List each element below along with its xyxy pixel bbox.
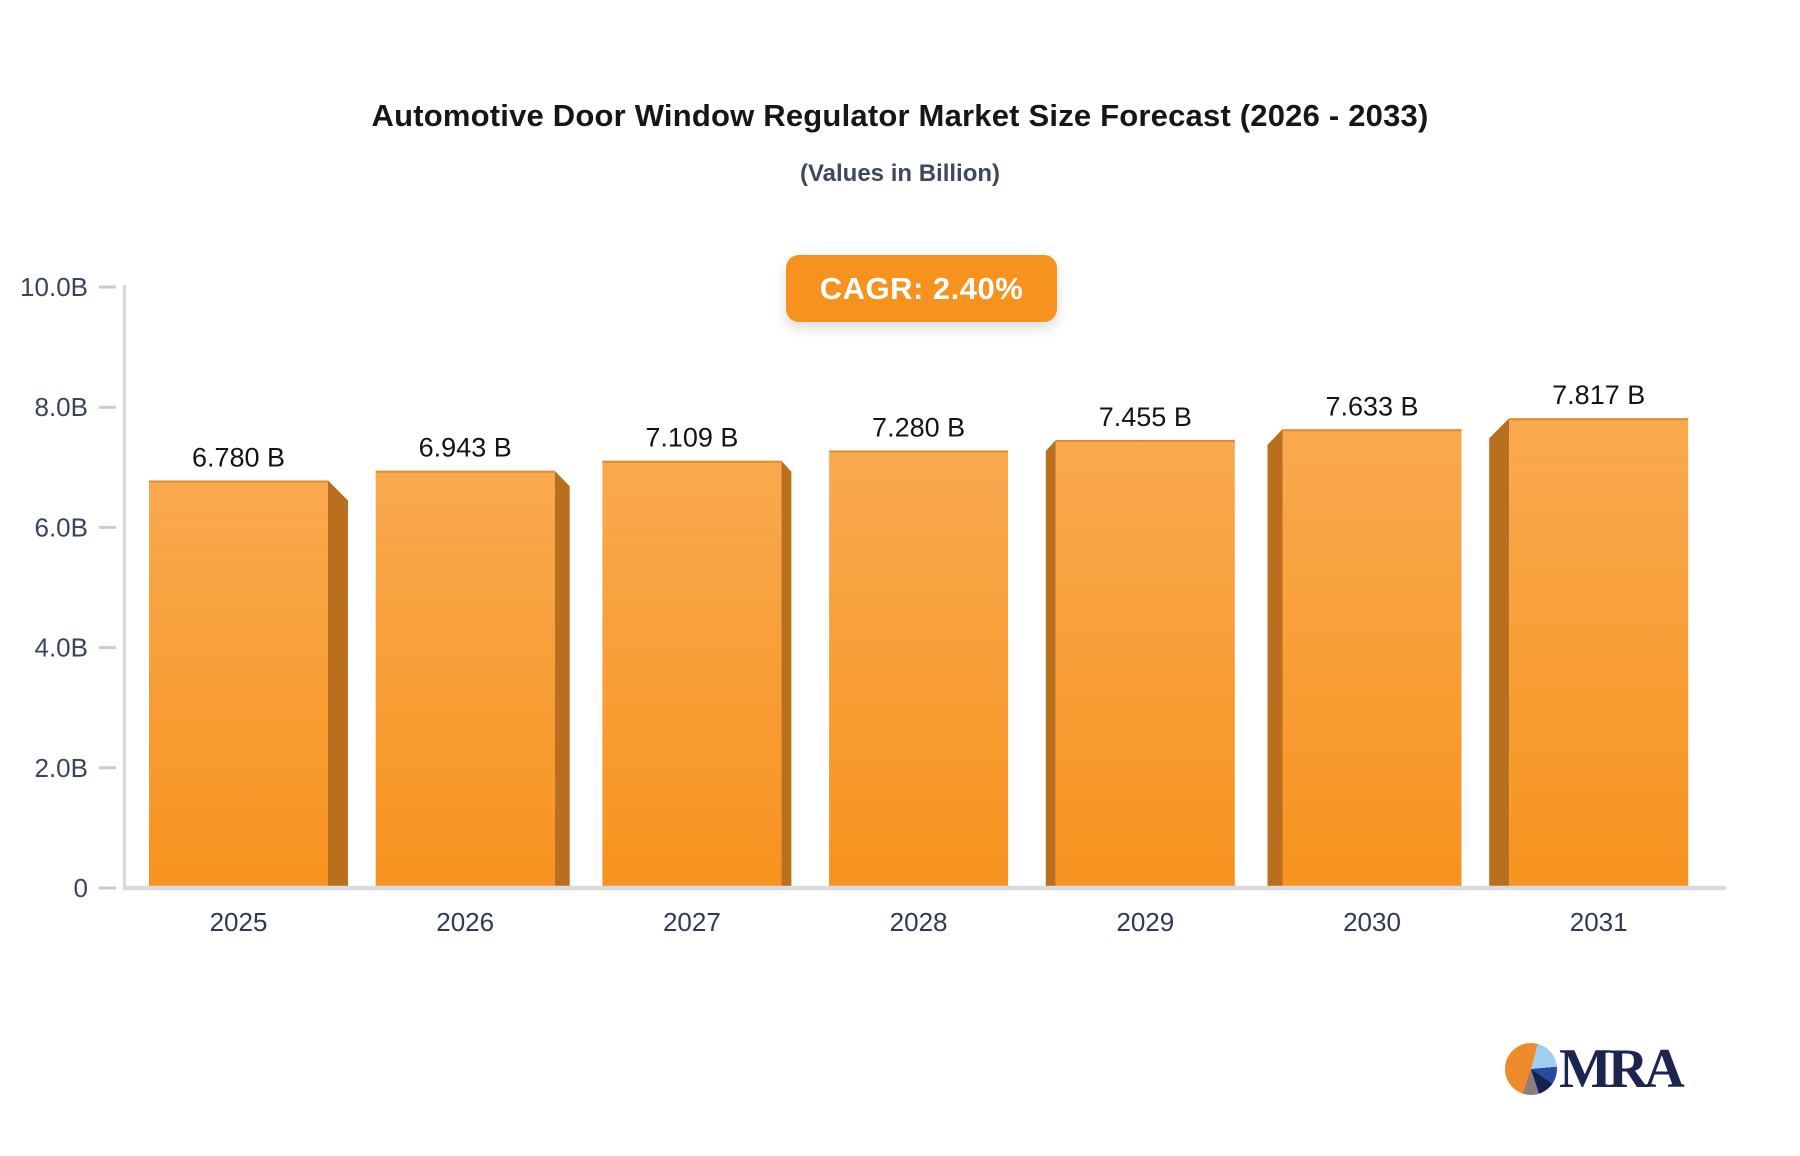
bar-value-label: 7.109 B: [645, 423, 738, 453]
bar: [1055, 439, 1235, 888]
bar: [149, 480, 328, 888]
x-axis: 2025 2026 2027 2028 2029 2030 2031: [123, 885, 1726, 937]
bar-side-face: [1267, 429, 1283, 888]
bars: 6.780 B 6.943 B 7.109 B 7.280 B 7.455 B 7.633…: [149, 380, 1689, 888]
bar-value-label: 7.455 B: [1099, 402, 1192, 432]
bar-value-label: 7.280 B: [872, 412, 965, 442]
x-tick-label: 2030: [1343, 907, 1401, 937]
x-tick-label: 2028: [890, 907, 948, 937]
pie-chart-logo-icon: [1505, 1043, 1557, 1095]
bar-side-face: [781, 460, 792, 888]
bar: [375, 470, 555, 888]
cagr-badge-label: CAGR: 2.40%: [819, 270, 1024, 306]
bar-value-label: 6.780 B: [192, 443, 285, 473]
bar-side-face: [554, 470, 570, 888]
y-tick-label: 4.0B: [35, 633, 89, 663]
y-tick-label: 6.0B: [35, 512, 89, 542]
bar-side-face: [1045, 439, 1056, 888]
y-tick-label: 8.0B: [35, 392, 89, 422]
y-tick-label: 10.0B: [20, 272, 88, 302]
bar: [1509, 418, 1689, 888]
chart-title: Automotive Door Window Regulator Market …: [371, 98, 1429, 133]
mra-logo-text: MRA: [1559, 1038, 1685, 1100]
chart-subtitle: (Values in Billion): [799, 160, 1001, 187]
x-tick-label: 2026: [436, 907, 494, 937]
cagr-badge: CAGR: 2.40%: [786, 255, 1057, 322]
bar-side-face: [1489, 418, 1510, 888]
bar-value-label: 7.817 B: [1552, 380, 1645, 410]
bar: [829, 450, 1009, 888]
y-axis: 0 2.0B 4.0B 6.0B 8.0B 10.0B: [20, 272, 127, 903]
y-tick-label: 2.0B: [35, 753, 89, 783]
x-tick-label: 2027: [663, 907, 721, 937]
bar: [602, 460, 782, 888]
bar: [1282, 429, 1462, 888]
mra-logo: MRA: [1505, 1038, 1685, 1100]
y-tick-label: 0: [74, 873, 88, 903]
bar-side-face: [328, 480, 348, 888]
bar-value-label: 7.633 B: [1325, 391, 1418, 421]
x-tick-label: 2031: [1570, 907, 1628, 937]
x-tick-label: 2025: [210, 907, 268, 937]
x-tick-label: 2029: [1116, 907, 1174, 937]
bar-value-label: 6.943 B: [419, 433, 512, 463]
